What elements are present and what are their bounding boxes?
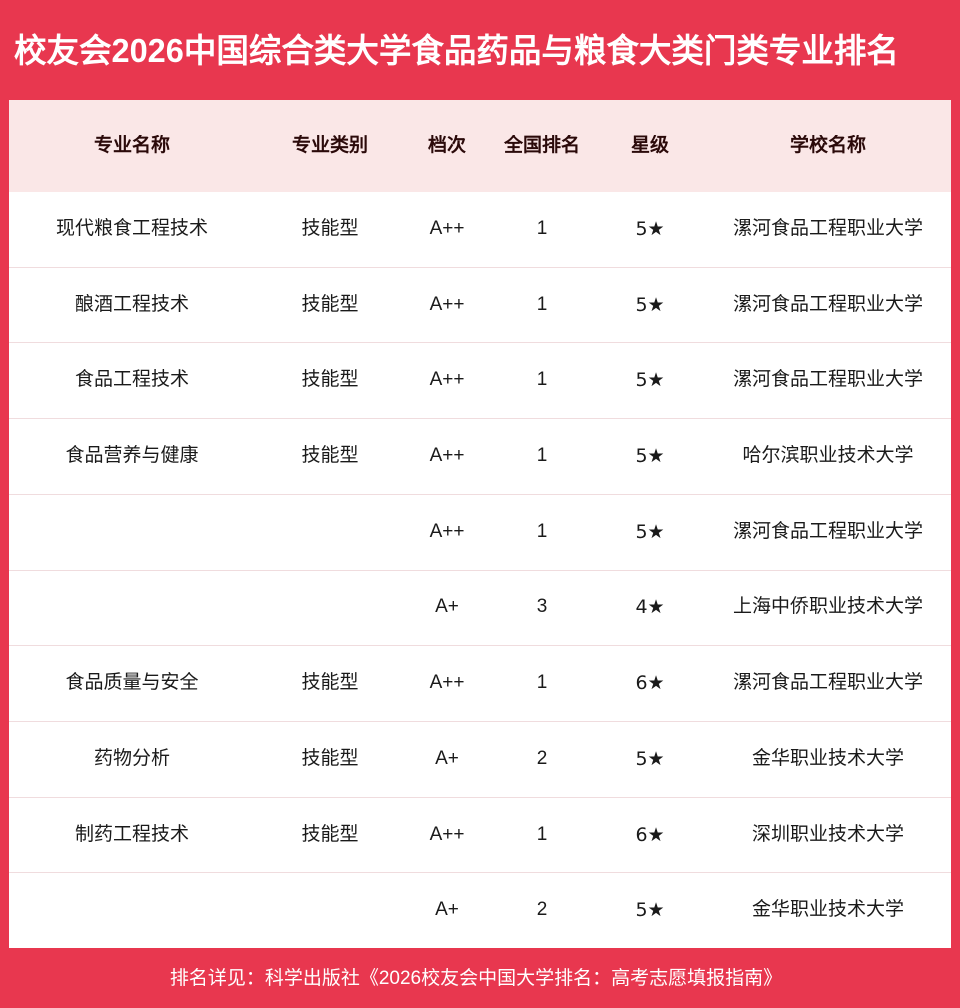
table-row: A+ 3 4★ 上海中侨职业技术大学 <box>9 569 951 646</box>
column-header-school: 学校名称 <box>789 134 866 156</box>
cell-rank: 1 <box>536 445 548 467</box>
cell-star: 5★ <box>635 369 665 392</box>
cell-category: 技能型 <box>301 672 359 694</box>
cell-category: 技能型 <box>301 747 359 769</box>
cell-school: 漯河食品工程职业大学 <box>732 293 923 315</box>
column-header-star: 星级 <box>630 134 669 156</box>
footer-note: 排名详见：科学出版社《2026校友会中国大学排名：高考志愿填报指南》 <box>169 967 783 989</box>
cell-rank: 1 <box>536 369 548 391</box>
table-row: A++ 1 5★ 漯河食品工程职业大学 <box>9 493 951 570</box>
cell-tier: A++ <box>429 823 465 845</box>
cell-star: 5★ <box>635 293 665 316</box>
cell-tier: A++ <box>429 293 465 315</box>
cell-major: 酿酒工程技术 <box>74 293 189 315</box>
table-row: 食品工程技术 技能型 A++ 1 5★ 漯河食品工程职业大学 <box>9 342 951 419</box>
cell-school: 金华职业技术大学 <box>751 899 904 921</box>
cell-star: 6★ <box>635 823 665 846</box>
cell-rank: 3 <box>536 596 548 618</box>
cell-category: 技能型 <box>301 217 359 239</box>
cell-tier: A+ <box>435 899 459 921</box>
cell-rank: 2 <box>536 899 548 921</box>
table-row: 食品质量与安全 技能型 A++ 1 6★ 漯河食品工程职业大学 <box>9 645 951 721</box>
column-header-tier: 档次 <box>427 134 466 156</box>
table-header-row: 专业名称 专业类别 档次 全国排名 星级 学校名称 <box>9 100 951 192</box>
page-title-bar: 校友会2026中国综合类大学食品药品与粮食大类门类专业排名 <box>0 0 960 100</box>
cell-rank: 2 <box>536 747 548 769</box>
cell-school: 金华职业技术大学 <box>751 747 904 769</box>
cell-major: 现代粮食工程技术 <box>55 217 208 239</box>
column-header-major: 专业名称 <box>93 134 170 156</box>
cell-star: 5★ <box>635 899 665 922</box>
cell-school: 哈尔滨职业技术大学 <box>742 445 914 467</box>
cell-rank: 1 <box>536 293 548 315</box>
column-header-category: 专业类别 <box>291 134 368 156</box>
cell-school: 深圳职业技术大学 <box>751 823 904 845</box>
table-row: 现代粮食工程技术 技能型 A++ 1 5★ 漯河食品工程职业大学 <box>9 192 951 267</box>
cell-major: 食品工程技术 <box>74 369 189 391</box>
cell-star: 4★ <box>635 596 665 619</box>
cell-rank: 1 <box>536 823 548 845</box>
cell-category: 技能型 <box>301 823 359 845</box>
cell-major: 食品营养与健康 <box>65 445 199 467</box>
footer-bar: 排名详见：科学出版社《2026校友会中国大学排名：高考志愿填报指南》 <box>0 948 960 1008</box>
cell-school: 上海中侨职业技术大学 <box>732 596 923 618</box>
cell-tier: A++ <box>429 520 465 542</box>
table-row: A+ 2 5★ 金华职业技术大学 <box>9 872 951 949</box>
column-header-rank: 全国排名 <box>503 134 580 156</box>
cell-star: 5★ <box>635 520 665 543</box>
cell-category: 技能型 <box>301 293 359 315</box>
cell-school: 漯河食品工程职业大学 <box>732 520 923 542</box>
cell-star: 6★ <box>635 672 665 695</box>
table-row: 制药工程技术 技能型 A++ 1 6★ 深圳职业技术大学 <box>9 796 951 873</box>
cell-tier: A++ <box>429 672 465 694</box>
cell-tier: A+ <box>435 596 459 618</box>
cell-school: 漯河食品工程职业大学 <box>732 369 923 391</box>
cell-rank: 1 <box>536 672 548 694</box>
cell-tier: A++ <box>429 217 465 239</box>
ranking-table: 专业名称 专业类别 档次 全国排名 星级 学校名称 现代粮食工程技术 技能型 A… <box>9 100 951 949</box>
cell-category: 技能型 <box>301 369 359 391</box>
table-row: 食品营养与健康 技能型 A++ 1 5★ 哈尔滨职业技术大学 <box>9 418 951 494</box>
cell-star: 5★ <box>635 445 665 468</box>
cell-rank: 1 <box>536 520 548 542</box>
cell-tier: A+ <box>435 747 459 769</box>
cell-category: 技能型 <box>301 445 359 467</box>
cell-star: 5★ <box>635 217 665 240</box>
table-row: 酿酒工程技术 技能型 A++ 1 5★ 漯河食品工程职业大学 <box>9 266 951 343</box>
cell-major: 制药工程技术 <box>74 823 189 845</box>
cell-rank: 1 <box>536 217 548 239</box>
cell-school: 漯河食品工程职业大学 <box>732 672 923 694</box>
cell-school: 漯河食品工程职业大学 <box>732 217 923 239</box>
cell-major: 药物分析 <box>93 747 170 769</box>
table-row: 药物分析 技能型 A+ 2 5★ 金华职业技术大学 <box>9 720 951 797</box>
cell-tier: A++ <box>429 445 465 467</box>
page-title: 校友会2026中国综合类大学食品药品与粮食大类门类专业排名 <box>14 31 899 69</box>
cell-star: 5★ <box>635 747 665 770</box>
cell-tier: A++ <box>429 369 465 391</box>
cell-major: 食品质量与安全 <box>65 672 199 694</box>
